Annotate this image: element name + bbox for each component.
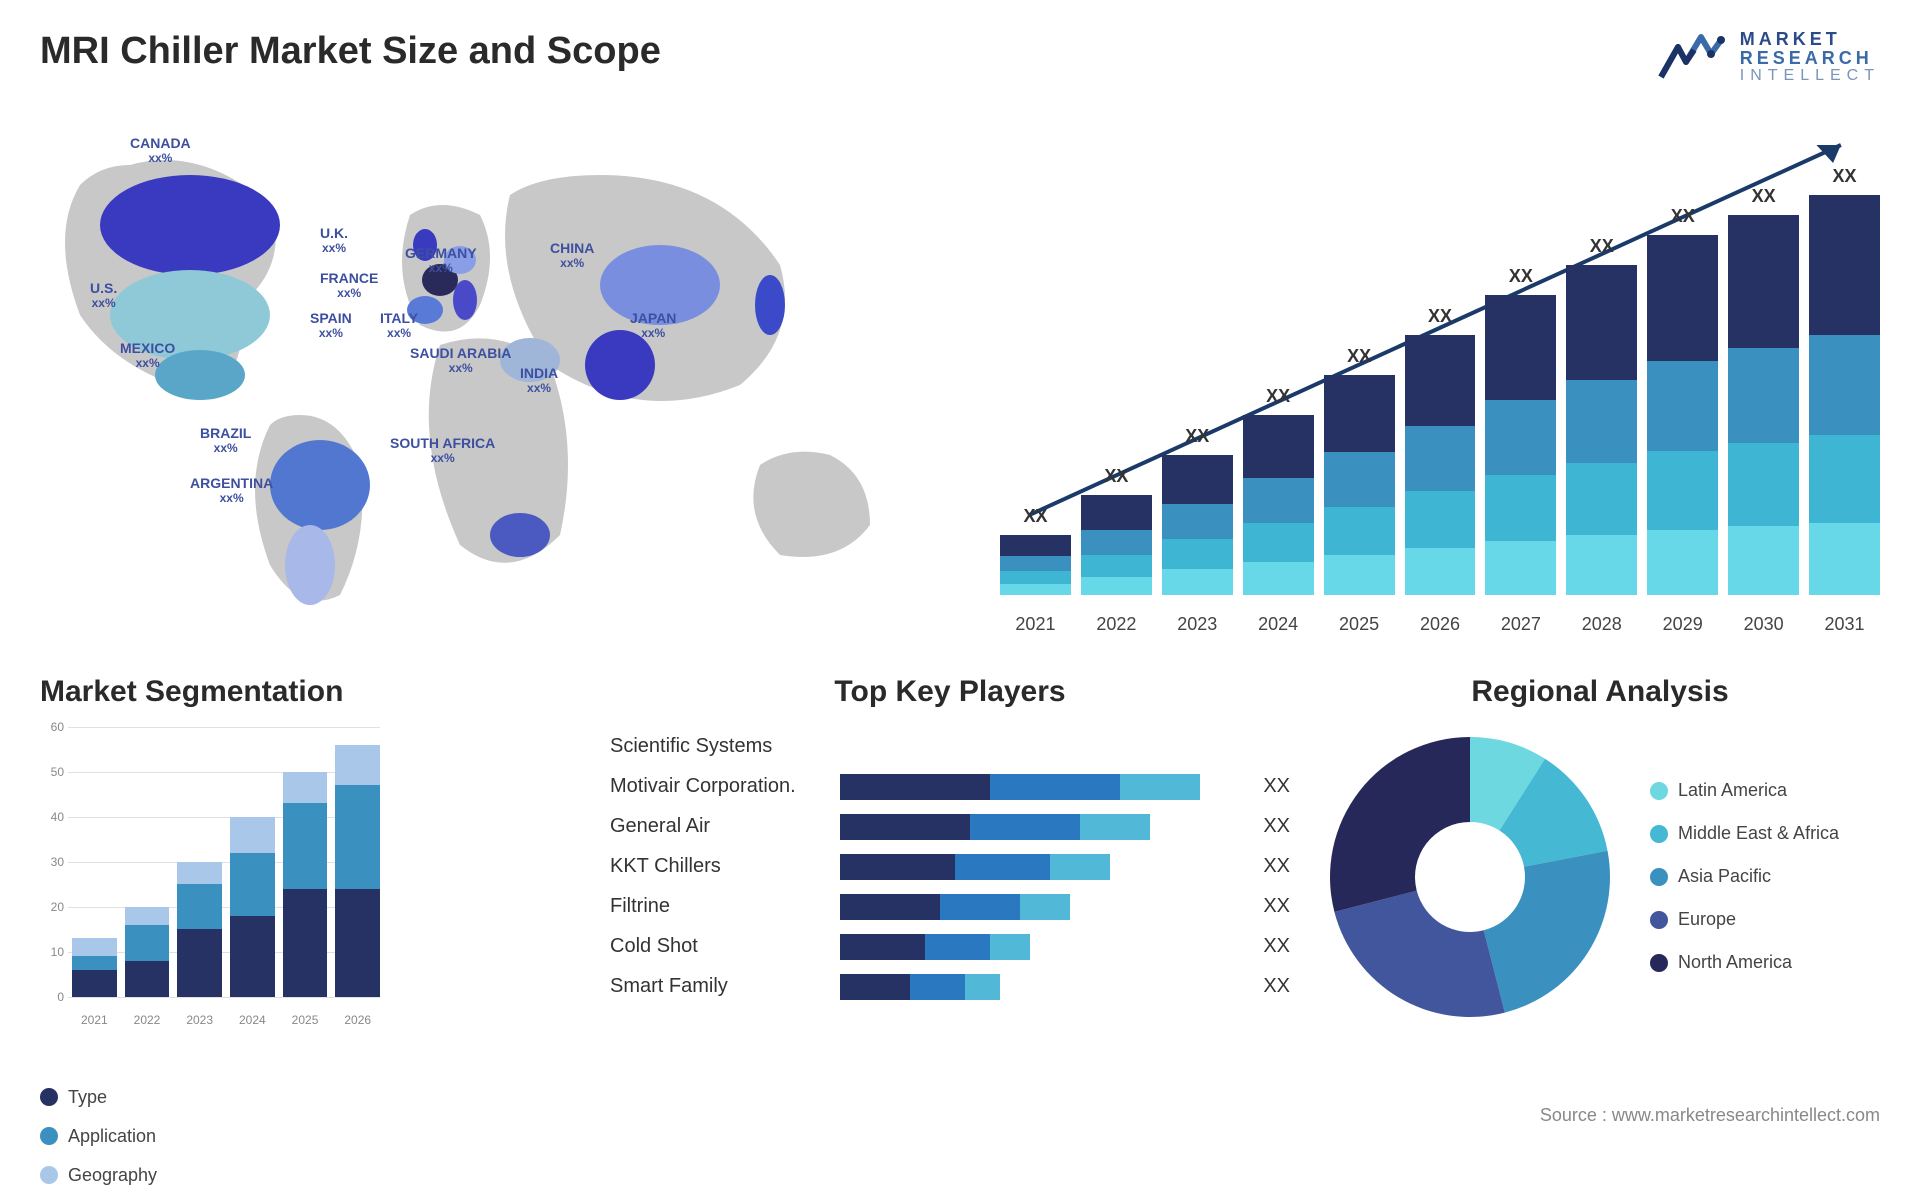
- size-year-label: 2028: [1566, 614, 1637, 635]
- seg-bar-2025: [283, 772, 328, 997]
- size-bar-label: XX: [1590, 236, 1614, 257]
- size-bar-2021: XX: [1000, 506, 1071, 595]
- world-map-panel: CANADAxx% U.S.xx% MEXICOxx% BRAZILxx% ARGENT…: [40, 115, 940, 635]
- size-bar-2023: XX: [1162, 426, 1233, 595]
- size-year-label: 2023: [1162, 614, 1233, 635]
- map-label-india: INDIAxx%: [520, 365, 558, 395]
- market-size-chart: XX XX XX XX XX XX XX XX XX XX XX 2021 2022 2023 2024 2…: [1000, 115, 1880, 635]
- map-label-south-africa: SOUTH AFRICAxx%: [390, 435, 495, 465]
- map-label-brazil: BRAZILxx%: [200, 425, 251, 455]
- map-label-argentina: ARGENTINAxx%: [190, 475, 273, 505]
- size-year-label: 2025: [1324, 614, 1395, 635]
- map-label-u-k-: U.K.xx%: [320, 225, 348, 255]
- segmentation-panel: Market Segmentation 01020304050602021202…: [40, 675, 580, 1186]
- kp-row-general-air: General AirXX: [610, 807, 1290, 847]
- size-bar-label: XX: [1104, 466, 1128, 487]
- kp-row-scientific-systems: Scientific Systems: [610, 727, 1290, 767]
- size-bar-2024: XX: [1243, 386, 1314, 595]
- seg-legend-application: Application: [40, 1126, 580, 1147]
- size-year-label: 2026: [1405, 614, 1476, 635]
- segmentation-title: Market Segmentation: [40, 675, 580, 709]
- kp-row-motivair-corporation-: Motivair Corporation.XX: [610, 767, 1290, 807]
- size-bar-2030: XX: [1728, 186, 1799, 595]
- kp-row-cold-shot: Cold ShotXX: [610, 927, 1290, 967]
- seg-legend-type: Type: [40, 1087, 580, 1108]
- map-label-japan: JAPANxx%: [630, 310, 676, 340]
- size-year-label: 2027: [1485, 614, 1556, 635]
- map-label-italy: ITALYxx%: [380, 310, 418, 340]
- kp-row-smart-family: Smart FamilyXX: [610, 967, 1290, 1007]
- size-bar-label: XX: [1833, 166, 1857, 187]
- size-year-label: 2030: [1728, 614, 1799, 635]
- seg-bar-2026: [335, 745, 380, 997]
- kp-row-kkt-chillers: KKT ChillersXX: [610, 847, 1290, 887]
- size-bar-2025: XX: [1324, 346, 1395, 595]
- source-text: Source : www.marketresearchintellect.com: [1540, 1105, 1880, 1126]
- size-bar-label: XX: [1671, 206, 1695, 227]
- seg-bar-2024: [230, 817, 275, 997]
- size-bar-2027: XX: [1485, 266, 1556, 595]
- map-label-france: FRANCExx%: [320, 270, 378, 300]
- size-bar-label: XX: [1752, 186, 1776, 207]
- map-label-germany: GERMANYxx%: [405, 245, 477, 275]
- size-bar-label: XX: [1185, 426, 1209, 447]
- brand-logo: MARKET RESEARCH INTELLECT: [1656, 30, 1880, 85]
- key-players-title: Top Key Players: [610, 675, 1290, 709]
- size-bar-label: XX: [1428, 306, 1452, 327]
- map-label-mexico: MEXICOxx%: [120, 340, 175, 370]
- reg-legend-middle-east-africa: Middle East & Africa: [1650, 823, 1839, 844]
- map-label-spain: SPAINxx%: [310, 310, 352, 340]
- size-bar-2029: XX: [1647, 206, 1718, 595]
- seg-bar-2022: [125, 907, 170, 997]
- map-label-u-s-: U.S.xx%: [90, 280, 117, 310]
- size-bar-label: XX: [1023, 506, 1047, 527]
- map-label-canada: CANADAxx%: [130, 135, 191, 165]
- reg-legend-europe: Europe: [1650, 909, 1839, 930]
- size-bar-label: XX: [1347, 346, 1371, 367]
- seg-bar-2023: [177, 862, 222, 997]
- map-label-saudi-arabia: SAUDI ARABIAxx%: [410, 345, 511, 375]
- size-year-label: 2024: [1243, 614, 1314, 635]
- regional-title: Regional Analysis: [1320, 675, 1880, 709]
- reg-legend-north-america: North America: [1650, 952, 1839, 973]
- seg-bar-2021: [72, 938, 117, 997]
- size-year-label: 2022: [1081, 614, 1152, 635]
- seg-legend-geography: Geography: [40, 1165, 580, 1186]
- size-bar-2022: XX: [1081, 466, 1152, 595]
- size-bar-label: XX: [1266, 386, 1290, 407]
- size-bar-2026: XX: [1405, 306, 1476, 595]
- logo-line2: RESEARCH: [1740, 49, 1880, 68]
- size-bar-2028: XX: [1566, 236, 1637, 595]
- reg-legend-latin-america: Latin America: [1650, 780, 1839, 801]
- regional-donut: [1320, 727, 1620, 1027]
- kp-row-filtrine: FiltrineXX: [610, 887, 1290, 927]
- size-bar-label: XX: [1509, 266, 1533, 287]
- map-label-china: CHINAxx%: [550, 240, 594, 270]
- page-title: MRI Chiller Market Size and Scope: [40, 30, 661, 73]
- logo-line3: INTELLECT: [1740, 68, 1880, 85]
- size-year-label: 2031: [1809, 614, 1880, 635]
- size-year-label: 2029: [1647, 614, 1718, 635]
- logo-line1: MARKET: [1740, 30, 1880, 49]
- size-bar-2031: XX: [1809, 166, 1880, 595]
- size-year-label: 2021: [1000, 614, 1071, 635]
- key-players-panel: Top Key Players Scientific SystemsMotiva…: [610, 675, 1290, 1186]
- reg-legend-asia-pacific: Asia Pacific: [1650, 866, 1839, 887]
